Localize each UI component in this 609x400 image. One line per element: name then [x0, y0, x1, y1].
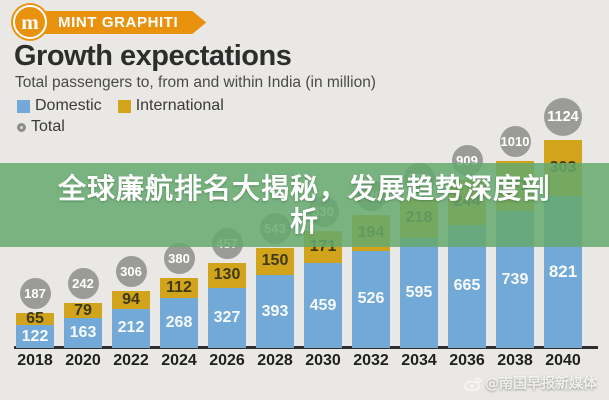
domestic-segment: 459 [304, 263, 342, 348]
legend-item-international: International [117, 97, 224, 115]
total-circle: 242 [67, 268, 99, 300]
year-label: 2018 [17, 352, 53, 369]
domestic-segment: 327 [208, 287, 246, 348]
international-segment: 79 [64, 302, 102, 319]
page-subtitle: Total passengers to, from and within Ind… [15, 74, 376, 91]
legend-international-label: International [135, 97, 224, 114]
legend-total-label: Total [31, 118, 65, 135]
legend-item-domestic: Domestic [17, 97, 102, 115]
total-circle: 306 [115, 256, 147, 288]
weibo-icon [464, 377, 482, 391]
mint-logo-icon: m [13, 5, 47, 39]
watermark-text: @南国早报新媒体 [485, 376, 597, 392]
brand-banner: MINT GRAPHITI [42, 11, 206, 34]
year-label: 2022 [113, 352, 149, 369]
domestic-segment: 268 [160, 298, 198, 348]
year-label: 2034 [401, 352, 437, 369]
domestic-segment: 163 [64, 317, 102, 348]
international-segment: 94 [112, 291, 150, 309]
year-label: 2032 [353, 352, 389, 369]
headline-line-1: 全球廉航排名大揭秘，发展趋势深度剖 [57, 172, 551, 205]
legend-item-total: Total [17, 118, 65, 136]
headline-overlay-banner: 全球廉航排名大揭秘，发展趋势深度剖 析 [0, 163, 609, 247]
total-circle: 1124 [544, 98, 582, 137]
total-circle: 187 [19, 278, 51, 310]
year-label: 2036 [449, 352, 485, 369]
international-swatch-icon [117, 99, 131, 113]
legend-domestic-label: Domestic [35, 97, 102, 114]
domestic-segment: 595 [400, 237, 438, 348]
year-label: 2024 [161, 352, 197, 369]
year-label: 2020 [65, 352, 101, 369]
international-segment: 112 [160, 277, 198, 299]
page-title: Growth expectations [14, 40, 292, 72]
domestic-segment: 122 [16, 325, 54, 348]
total-circle: 1010 [499, 126, 531, 158]
year-label: 2040 [545, 352, 581, 369]
year-label: 2030 [305, 352, 341, 369]
domestic-segment: 393 [256, 275, 294, 348]
domestic-swatch-icon [17, 99, 30, 113]
domestic-segment: 526 [352, 250, 390, 348]
legend: Domestic International Total [17, 97, 224, 139]
watermark: @南国早报新媒体 [464, 373, 597, 393]
headline-line-2: 析 [289, 205, 319, 238]
international-segment: 150 [256, 247, 294, 276]
year-label: 2026 [209, 352, 245, 369]
year-label: 2028 [257, 352, 293, 369]
total-ring-icon [17, 122, 26, 132]
total-circle: 380 [163, 242, 195, 274]
year-label: 2038 [497, 352, 533, 369]
international-segment: 130 [208, 263, 246, 288]
domestic-segment: 212 [112, 308, 150, 348]
international-segment: 65 [16, 310, 54, 327]
